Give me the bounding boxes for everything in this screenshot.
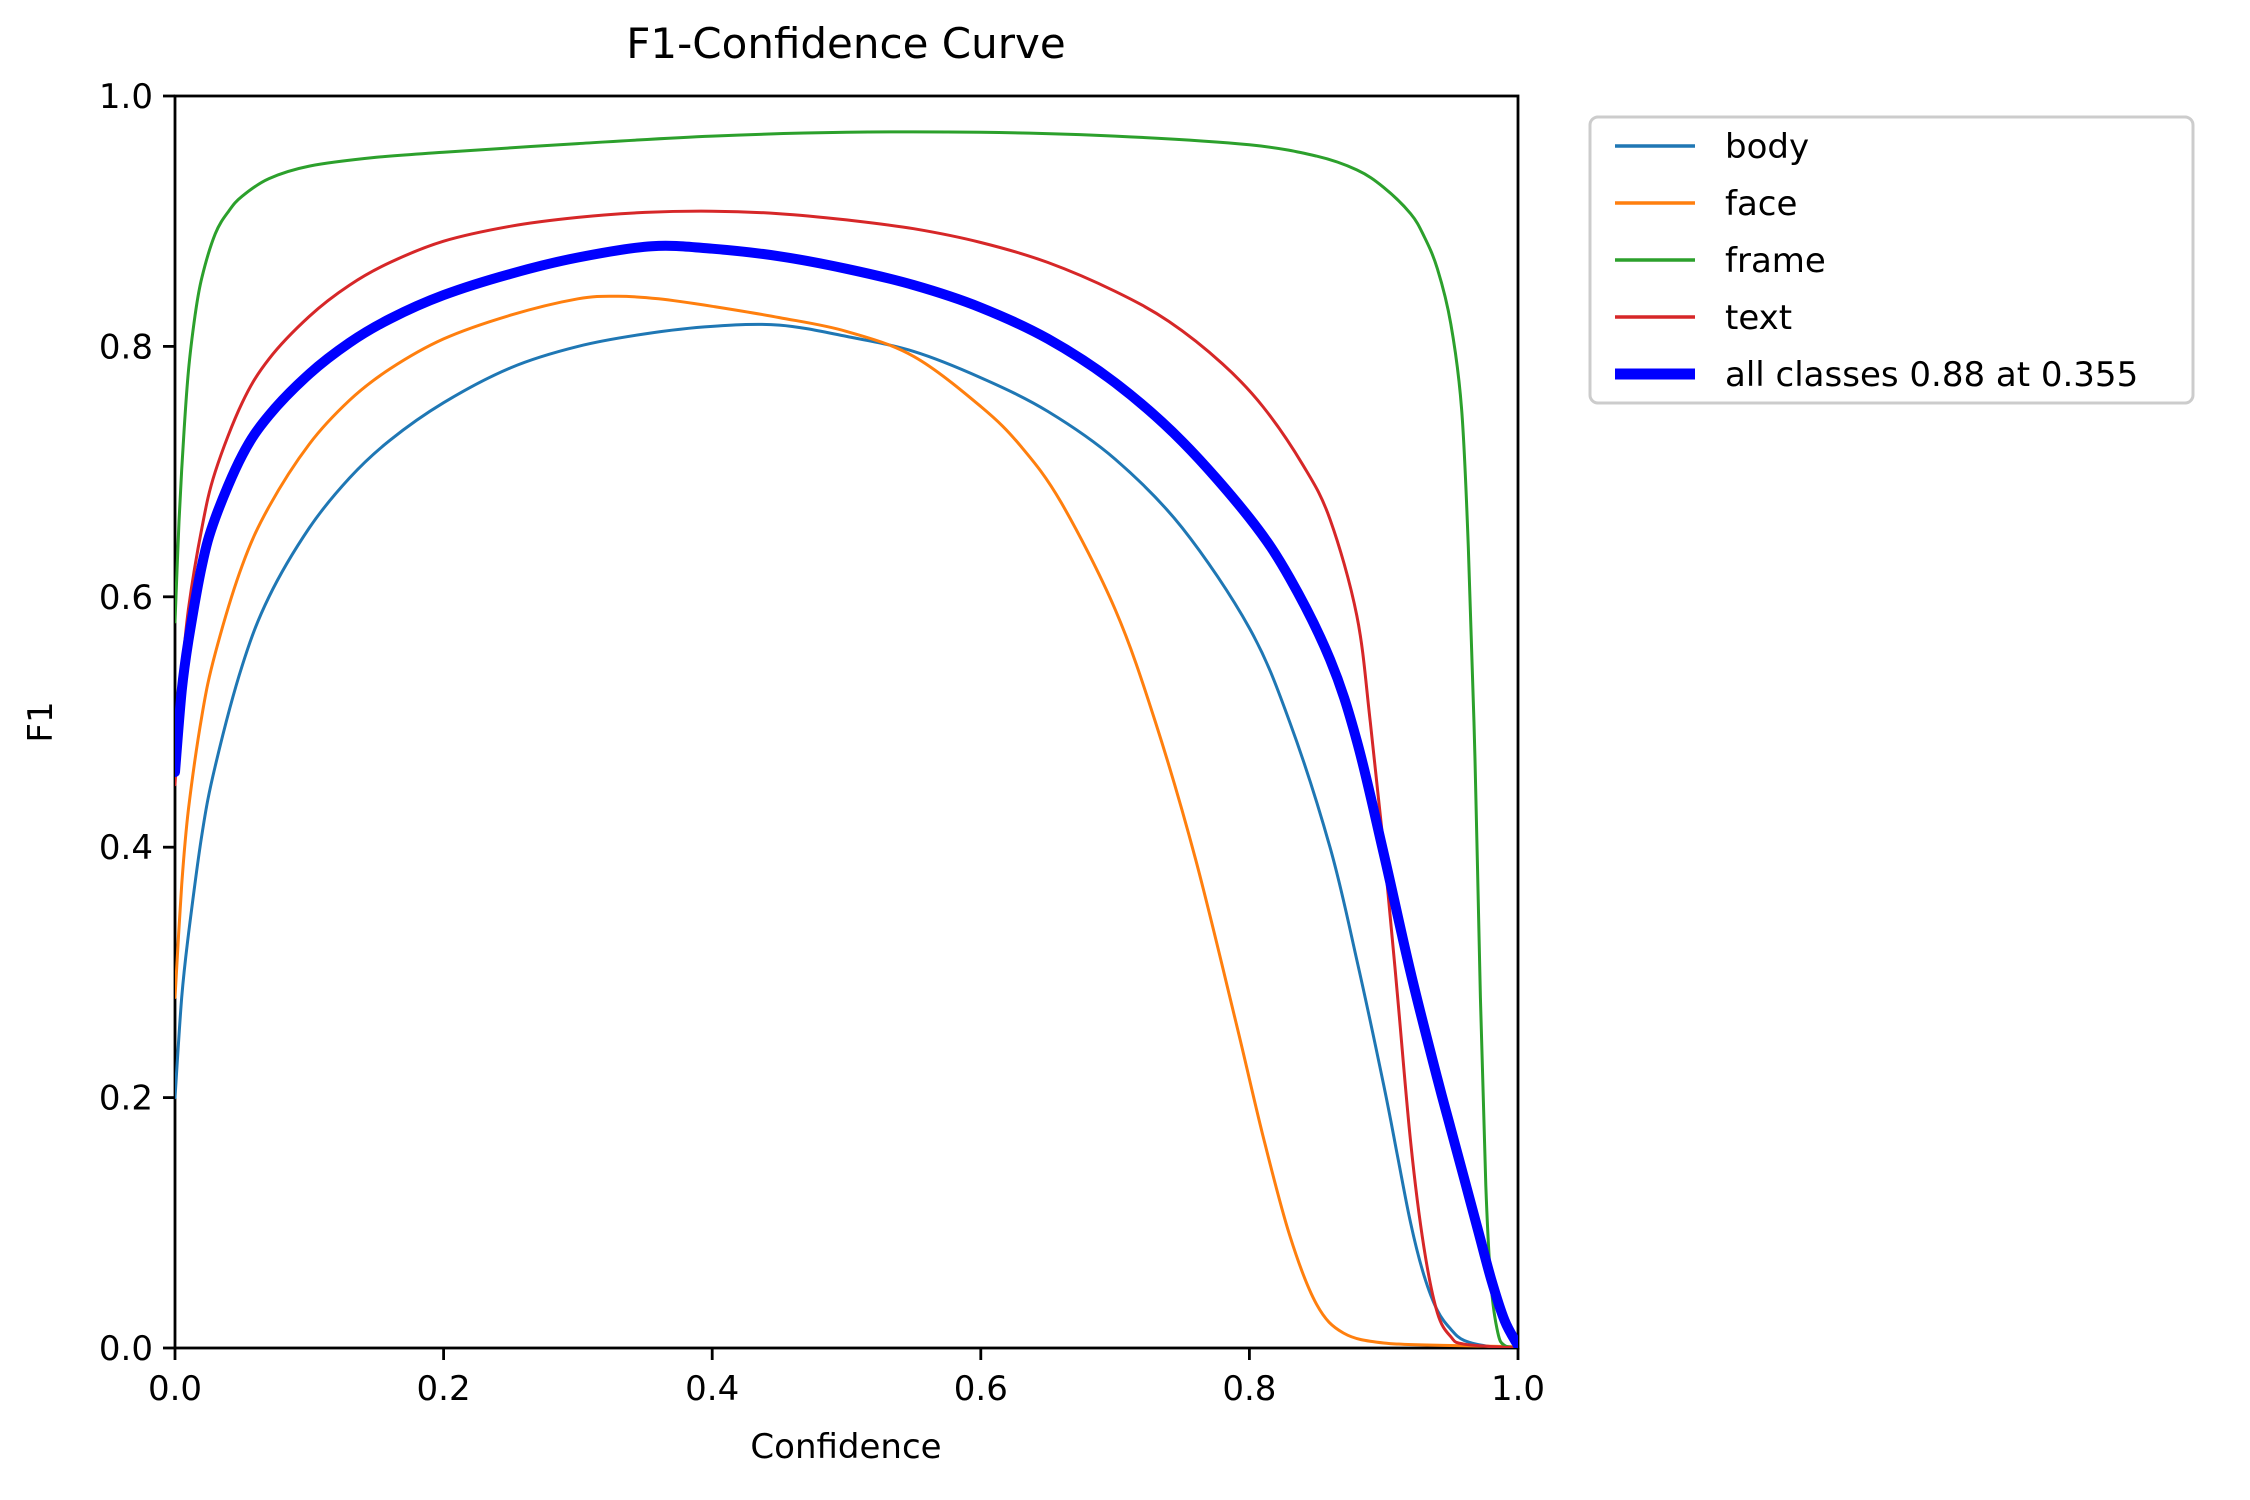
legend-label-text: text [1725, 298, 1792, 338]
x-tick-label: 1.0 [1491, 1369, 1545, 1409]
legend-box [1588, 115, 2195, 405]
legend: body face frame text all classes 0.88 at 0.3… [1588, 115, 2195, 405]
curve-all-classes [175, 240, 1518, 1348]
legend-entry-text: text [1615, 298, 1792, 338]
curve-frame [175, 130, 1518, 1348]
plot-area-border [173, 94, 1520, 1350]
y-axis-label: F1 [21, 701, 61, 742]
chart-title: F1-Confidence Curve [626, 19, 1065, 68]
x-axis: 0.0 0.2 0.4 0.6 0.8 1.0 [148, 1348, 1545, 1409]
y-tick-label: 0.0 [99, 1329, 153, 1369]
y-tick-label: 0.8 [99, 327, 153, 367]
x-tick-label: 0.0 [148, 1369, 202, 1409]
x-tick-label: 0.8 [1222, 1369, 1276, 1409]
y-axis: 0.0 0.2 0.4 0.6 0.8 1.0 [99, 77, 175, 1369]
y-tick-label: 0.4 [99, 828, 153, 868]
x-tick-label: 0.2 [417, 1369, 471, 1409]
y-tick-label: 1.0 [99, 77, 153, 117]
curves-group [175, 130, 1518, 1348]
x-tick-label: 0.4 [685, 1369, 739, 1409]
legend-label-face: face [1725, 184, 1797, 224]
x-tick-label: 0.6 [954, 1369, 1008, 1409]
curve-face [175, 294, 1518, 1348]
legend-entry-face: face [1615, 184, 1797, 224]
legend-label-body: body [1725, 127, 1809, 167]
legend-label-frame: frame [1725, 241, 1826, 281]
y-tick-label: 0.2 [99, 1079, 153, 1119]
legend-entry-frame: frame [1615, 241, 1826, 281]
legend-label-all-classes: all classes 0.88 at 0.355 [1725, 355, 2138, 395]
curve-text [175, 209, 1518, 1348]
legend-entry-all-classes: all classes 0.88 at 0.355 [1615, 355, 2138, 395]
x-axis-label: Confidence [750, 1427, 941, 1467]
legend-entries: body face frame text all classes 0.88 at 0.3… [1615, 127, 2138, 395]
curve-body [175, 322, 1518, 1348]
y-tick-label: 0.6 [99, 578, 153, 618]
legend-entry-body: body [1615, 127, 1809, 167]
